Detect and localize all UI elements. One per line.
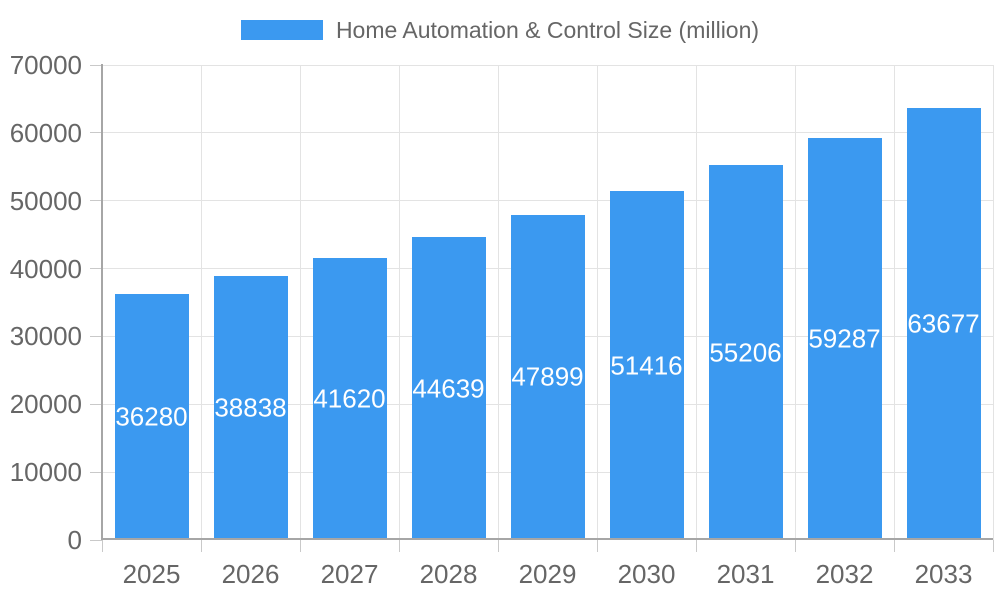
gridline-vertical (893, 65, 895, 540)
bar-2028[interactable] (411, 237, 486, 540)
bar-value-label: 41620 (313, 383, 386, 414)
bar-value-label: 38838 (214, 392, 287, 423)
x-axis-tick (695, 540, 697, 552)
y-axis-line (101, 64, 103, 540)
y-tick-label: 10000 (9, 457, 82, 488)
y-axis-tick (90, 471, 102, 473)
x-axis-tick (893, 540, 895, 552)
y-tick-label: 60000 (9, 117, 82, 148)
x-tick-label: 2030 (617, 559, 676, 589)
x-tick-label: 2031 (716, 559, 775, 589)
gridline-vertical (794, 65, 796, 540)
x-tick-label: 2032 (815, 559, 874, 589)
legend-label: Home Automation & Control Size (million) (335, 17, 760, 43)
bar-2026[interactable] (213, 276, 288, 540)
gridline-vertical (992, 65, 994, 540)
x-tick-label: 2025 (122, 559, 181, 589)
gridline-horizontal (102, 64, 993, 66)
gridline-vertical (200, 65, 202, 540)
bar-value-label: 51416 (610, 350, 683, 381)
gridline-vertical (695, 65, 697, 540)
y-axis-tick (90, 200, 102, 202)
bar-2025[interactable] (114, 293, 189, 540)
gridline-vertical (497, 65, 499, 540)
x-tick-label: 2029 (518, 559, 577, 589)
gridline-vertical (299, 65, 301, 540)
bar-value-label: 63677 (907, 308, 980, 339)
bar-2029[interactable] (510, 214, 585, 540)
gridline-horizontal (102, 200, 993, 202)
x-tick-label: 2026 (221, 559, 280, 589)
x-tick-label: 2027 (320, 559, 379, 589)
gridline-vertical (398, 65, 400, 540)
y-axis-tick (90, 403, 102, 405)
bar-value-label: 44639 (412, 373, 485, 404)
bar-value-label: 47899 (511, 361, 584, 392)
y-tick-label: 0 (67, 525, 82, 555)
legend-swatch (240, 20, 323, 40)
y-axis-tick (90, 64, 102, 66)
gridline-vertical (596, 65, 598, 540)
x-tick-label: 2033 (914, 559, 973, 589)
bar-2033[interactable] (906, 107, 981, 540)
bar-2027[interactable] (312, 257, 387, 540)
bar-value-label: 55206 (709, 337, 782, 368)
bar-value-label: 59287 (808, 323, 881, 354)
x-axis-line (102, 538, 993, 540)
y-tick-label: 30000 (9, 321, 82, 352)
y-axis-tick (90, 268, 102, 270)
legend-item[interactable]: Home Automation & Control Size (million) (0, 17, 1000, 43)
bar-2031[interactable] (708, 165, 783, 540)
x-axis-tick (398, 540, 400, 552)
x-axis-tick (497, 540, 499, 552)
x-tick-label: 2028 (419, 559, 478, 589)
y-axis-tick (90, 539, 102, 541)
gridline-horizontal (102, 132, 993, 134)
bar-value-label: 36280 (115, 401, 188, 432)
bar-2030[interactable] (609, 191, 684, 540)
y-tick-label: 50000 (9, 185, 82, 216)
bar-2032[interactable] (807, 137, 882, 540)
x-axis-tick (299, 540, 301, 552)
y-axis-tick (90, 132, 102, 134)
y-tick-label: 20000 (9, 389, 82, 420)
x-axis-tick (101, 540, 103, 552)
x-axis-tick (794, 540, 796, 552)
x-axis-tick (596, 540, 598, 552)
y-tick-label: 70000 (9, 50, 82, 80)
y-axis-tick (90, 335, 102, 337)
x-axis-tick (992, 540, 994, 552)
x-axis-tick (200, 540, 202, 552)
y-tick-label: 40000 (9, 253, 82, 284)
